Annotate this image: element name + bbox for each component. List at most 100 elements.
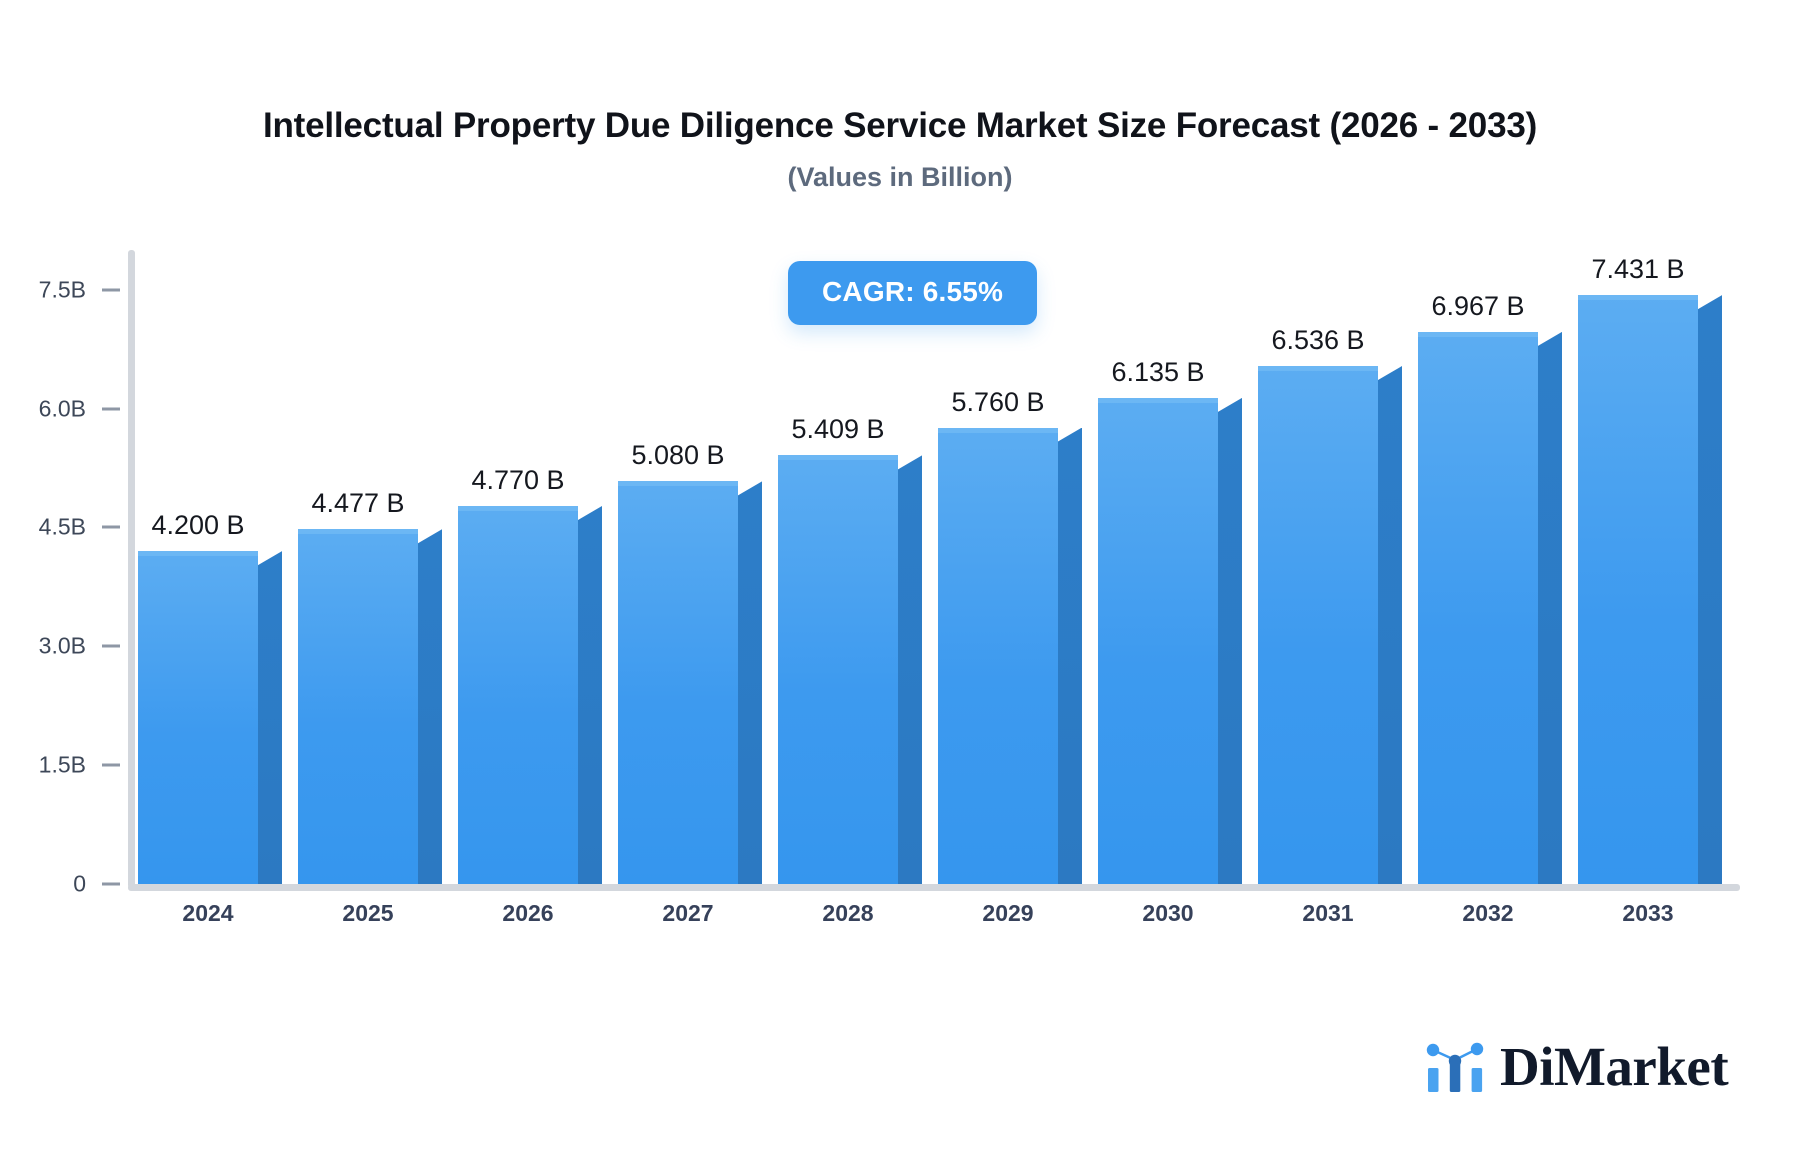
bar-top-face — [1378, 352, 1402, 366]
bar-side-face — [258, 551, 282, 884]
bar-top-face — [578, 492, 602, 506]
bar-front-face — [298, 529, 418, 884]
bar-top-face — [1538, 318, 1562, 332]
y-axis-tick-mark — [102, 288, 120, 292]
bar-series: 4.200 B 4.477 B 4.770 B 5.080 B 5.409 B 5.760… — [128, 250, 1728, 888]
y-axis-tick: 7.5B — [39, 276, 120, 303]
y-axis-tick-label: 3.0B — [38, 632, 86, 659]
bar-top-face — [258, 537, 282, 551]
x-axis-tick-label: 2031 — [1302, 900, 1354, 926]
bar-column[interactable]: 6.536 B — [1258, 325, 1402, 884]
bar-side-face — [1538, 331, 1562, 884]
y-axis-tick-mark — [102, 525, 120, 529]
x-axis-tick-label: 2030 — [1142, 900, 1194, 926]
bar-value-label: 6.536 B — [1271, 325, 1365, 356]
y-axis-tick-mark — [102, 763, 120, 767]
y-axis-tick-label: 0 — [73, 870, 86, 897]
bar-top-face — [1058, 414, 1082, 428]
bar-value-label: 6.967 B — [1431, 290, 1525, 321]
bar-column[interactable]: 4.200 B — [138, 510, 282, 884]
bar-column[interactable]: 7.431 B — [1578, 254, 1722, 884]
bar-front-face — [1418, 331, 1538, 884]
title-block: Intellectual Property Due Diligence Serv… — [0, 105, 1800, 193]
y-axis-tick-mark — [102, 882, 120, 886]
bar-3d-body — [1098, 397, 1242, 884]
bar-column[interactable]: 4.770 B — [458, 465, 602, 884]
bar-front-face — [458, 505, 578, 884]
bar-3d-body — [1578, 295, 1722, 884]
y-axis-tick: 6.0B — [39, 395, 120, 422]
y-axis: 7.5B 6.0B 4.5B 3.0B 1.5B 0 — [0, 250, 120, 897]
bar-value-label: 5.409 B — [791, 414, 885, 445]
bar-value-label: 4.770 B — [471, 464, 565, 495]
bar-value-label: 6.135 B — [1111, 356, 1205, 387]
bar-chart-logo-icon — [1426, 1042, 1484, 1092]
y-axis-line — [128, 250, 135, 888]
dimarket-logo: DiMarket — [1424, 1035, 1729, 1097]
bar-column[interactable]: 5.760 B — [938, 387, 1082, 884]
bar-top-highlight — [618, 481, 738, 487]
bar-value-label: 5.760 B — [951, 386, 1045, 417]
bar-front-face — [1258, 366, 1378, 884]
y-axis-tick: 1.5B — [39, 752, 120, 779]
bar-column[interactable]: 6.967 B — [1418, 291, 1562, 884]
bar-column[interactable]: 5.080 B — [618, 440, 762, 884]
y-axis-tick: 4.5B — [39, 514, 120, 541]
bar-front-face — [1098, 397, 1218, 884]
bar-3d-body — [1418, 331, 1562, 884]
chart-subtitle: (Values in Billion) — [787, 162, 1013, 192]
bar-3d-body — [1258, 366, 1402, 884]
x-axis-tick-label: 2029 — [982, 900, 1034, 926]
y-axis-tick: 3.0B — [39, 633, 120, 660]
x-axis-line — [128, 884, 1740, 891]
bar-value-label: 7.431 B — [1591, 254, 1685, 285]
bar-3d-body — [938, 427, 1082, 884]
bar-3d-body — [138, 551, 282, 884]
bar-top-face — [418, 515, 442, 529]
bar-side-face — [738, 481, 762, 884]
bar-front-face — [138, 551, 258, 884]
bar-value-label: 4.477 B — [311, 488, 405, 519]
x-axis-tick-label: 2032 — [1462, 900, 1514, 926]
bar-top-highlight — [298, 529, 418, 535]
bar-column[interactable]: 5.409 B — [778, 414, 922, 884]
x-axis-tick-label: 2027 — [662, 900, 714, 926]
x-axis-tick-label: 2025 — [342, 900, 394, 926]
bar-front-face — [778, 455, 898, 884]
bar-top-face — [1698, 281, 1722, 295]
y-axis-tick-mark — [102, 644, 120, 648]
x-axis-tick-label: 2028 — [822, 900, 874, 926]
y-axis-tick-label: 1.5B — [38, 751, 86, 778]
bar-side-face — [1378, 366, 1402, 884]
bar-column[interactable]: 4.477 B — [298, 488, 442, 884]
y-axis-tick: 0 — [73, 871, 120, 898]
bar-top-highlight — [1098, 397, 1218, 403]
bar-top-face — [738, 467, 762, 481]
bar-front-face — [1578, 295, 1698, 884]
bar-top-highlight — [458, 505, 578, 511]
bar-side-face — [418, 529, 442, 884]
y-axis-tick-label: 6.0B — [38, 395, 86, 421]
plot-area — [128, 250, 1740, 891]
bar-front-face — [938, 427, 1058, 884]
bar-top-highlight — [1258, 366, 1378, 372]
y-axis-tick-label: 7.5B — [38, 276, 86, 303]
bar-top-highlight — [138, 551, 258, 557]
logo-text: DiMarket — [1500, 1035, 1729, 1097]
bar-top-highlight — [1578, 295, 1698, 301]
bar-top-face — [1218, 384, 1242, 398]
bar-side-face — [1058, 427, 1082, 884]
bar-3d-body — [618, 481, 762, 884]
x-axis-tick-label: 2024 — [182, 900, 234, 926]
page-title: Intellectual Property Due Diligence Serv… — [262, 106, 1538, 145]
bar-top-highlight — [938, 427, 1058, 433]
bar-value-label: 5.080 B — [631, 440, 725, 471]
bar-side-face — [578, 505, 602, 884]
bar-front-face — [618, 481, 738, 884]
bar-top-highlight — [778, 455, 898, 461]
bar-column[interactable]: 6.135 B — [1098, 357, 1242, 884]
bar-3d-body — [298, 529, 442, 884]
bar-side-face — [1218, 397, 1242, 884]
y-axis-tick-label: 4.5B — [38, 513, 86, 540]
